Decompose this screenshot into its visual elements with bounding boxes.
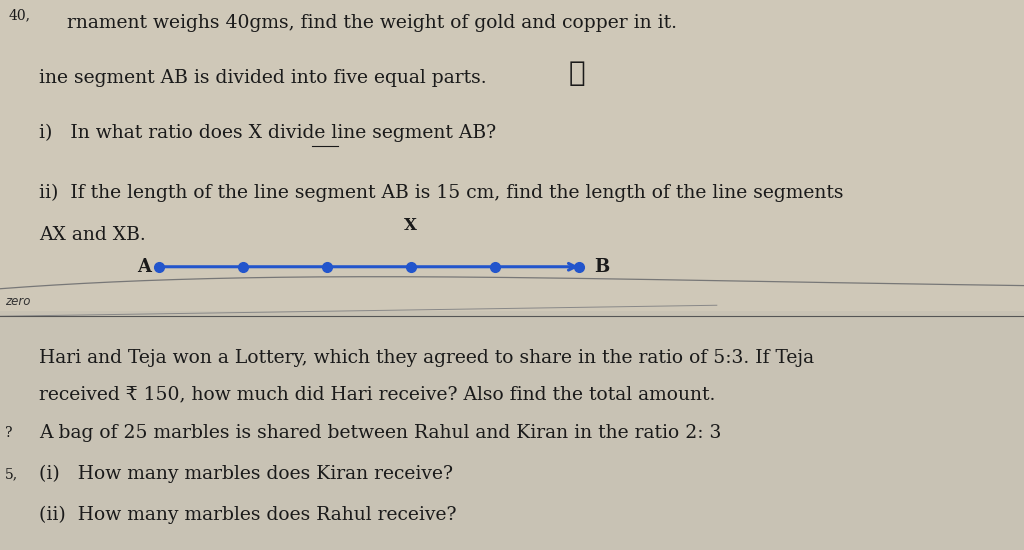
Text: X: X <box>404 217 417 234</box>
FancyBboxPatch shape <box>0 0 1024 311</box>
Text: ?: ? <box>5 426 12 440</box>
Text: received ₹ 150, how much did Hari receive? Also find the total amount.: received ₹ 150, how much did Hari receiv… <box>39 385 716 403</box>
Text: (i)   How many marbles does Kiran receive?: (i) How many marbles does Kiran receive? <box>39 465 453 483</box>
Text: ii)  If the length of the line segment AB is 15 cm, find the length of the line : ii) If the length of the line segment AB… <box>39 184 844 202</box>
Text: ine segment AB is divided into five equal parts.: ine segment AB is divided into five equa… <box>39 69 486 87</box>
Text: (ii)  How many marbles does Rahul receive?: (ii) How many marbles does Rahul receive… <box>39 506 457 524</box>
Text: A bag of 25 marbles is shared between Rahul and Kiran in the ratio 2: 3: A bag of 25 marbles is shared between Ra… <box>39 424 721 442</box>
Text: A: A <box>137 258 152 276</box>
Text: zero: zero <box>5 295 31 308</box>
Text: ✓: ✓ <box>568 60 585 87</box>
FancyBboxPatch shape <box>0 311 1024 550</box>
Text: B: B <box>594 258 609 276</box>
Text: rnament weighs 40gms, find the weight of gold and copper in it.: rnament weighs 40gms, find the weight of… <box>67 14 677 32</box>
Text: i)   In what ratio does X divide line segment AB?: i) In what ratio does X divide line segm… <box>39 124 496 142</box>
Text: 5,: 5, <box>5 468 18 481</box>
Text: AX and XB.: AX and XB. <box>39 226 145 244</box>
Text: Hari and Teja won a Lottery, which they agreed to share in the ratio of 5:3. If : Hari and Teja won a Lottery, which they … <box>39 349 814 367</box>
Text: 40,: 40, <box>8 8 30 22</box>
